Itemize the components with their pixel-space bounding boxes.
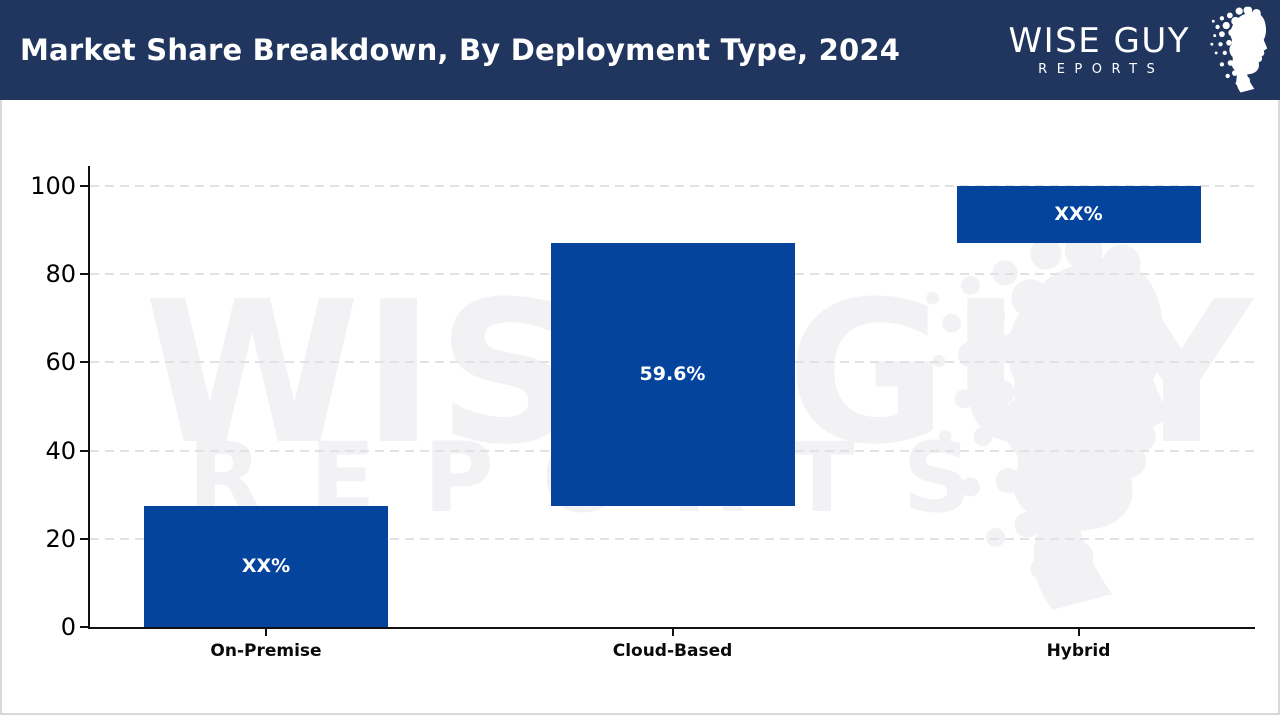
y-tick-40 bbox=[80, 449, 88, 452]
logo-text: WISE GUY REPORTS bbox=[1008, 23, 1190, 77]
x-axis-line bbox=[88, 627, 1255, 629]
logo-wordmark: WISE GUY bbox=[1008, 21, 1190, 61]
y-tick-label-80: 80 bbox=[45, 260, 76, 289]
logo-head-icon bbox=[1196, 6, 1268, 94]
y-tick-0 bbox=[80, 626, 88, 628]
page-title: Market Share Breakdown, By Deployment Ty… bbox=[20, 33, 901, 67]
bar-value-label: XX% bbox=[1054, 203, 1103, 226]
logo: WISE GUY REPORTS bbox=[1008, 0, 1268, 100]
x-category-label-cloud-based: Cloud-Based bbox=[612, 641, 733, 661]
gridline-100 bbox=[90, 185, 1255, 187]
y-tick-label-0: 0 bbox=[60, 613, 76, 641]
bar-value-label: 59.6% bbox=[639, 363, 706, 386]
x-tick-1 bbox=[671, 629, 674, 636]
y-tick-20 bbox=[80, 537, 88, 540]
x-category-label-hybrid: Hybrid bbox=[1046, 641, 1111, 661]
y-tick-label-100: 100 bbox=[30, 172, 76, 200]
y-tick-label-40: 40 bbox=[45, 436, 76, 465]
x-tick-0 bbox=[265, 629, 267, 636]
header-bar: Market Share Breakdown, By Deployment Ty… bbox=[0, 0, 1280, 100]
x-category-label-on-premise: On-Premise bbox=[210, 641, 322, 661]
bar-value-label: XX% bbox=[241, 555, 291, 578]
y-tick-80 bbox=[80, 273, 88, 276]
logo-subtitle: REPORTS bbox=[1038, 62, 1165, 77]
bar-hybrid: XX% bbox=[956, 186, 1201, 243]
chart-area: 0 20 40 60 80 100 XX% 59.6% XX% On-Premise Cloud-B… bbox=[2, 100, 1278, 713]
bar-on-premise: XX% bbox=[144, 505, 388, 627]
y-tick-60 bbox=[80, 361, 88, 364]
y-tick-label-20: 20 bbox=[45, 524, 76, 553]
chart-card: WISE GUY REPORTS 020406080100XX%59.6%XX%… bbox=[0, 100, 1280, 715]
x-tick-2 bbox=[1077, 629, 1080, 636]
gridline-20 bbox=[90, 537, 1255, 540]
y-tick-100 bbox=[80, 185, 88, 187]
y-axis-line bbox=[88, 166, 90, 629]
bar-cloud-based: 59.6% bbox=[550, 242, 795, 506]
y-tick-label-60: 60 bbox=[45, 348, 76, 377]
